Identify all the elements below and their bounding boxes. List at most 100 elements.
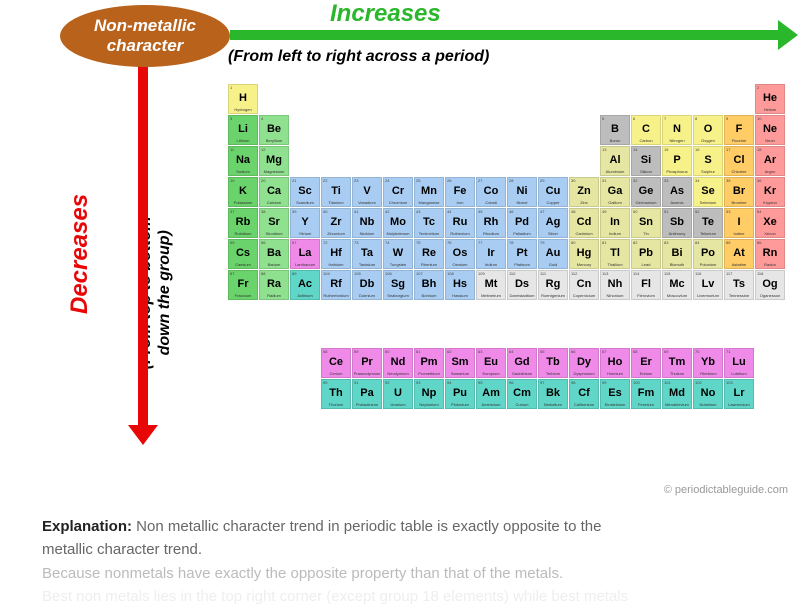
- element-Db: 105DbDubnium: [352, 270, 382, 300]
- element-Au: 79AuGold: [538, 239, 568, 269]
- element-Ce: 58CeCerium: [321, 348, 351, 378]
- element-Ds: 110DsDarmstadtium: [507, 270, 537, 300]
- element-Mc: 115McMoscovium: [662, 270, 692, 300]
- element-S: 16SSulphur: [693, 146, 723, 176]
- element-Pb: 82PbLead: [631, 239, 661, 269]
- vertical-arrow: [128, 65, 158, 445]
- element-Zn: 30ZnZinc: [569, 177, 599, 207]
- element-Ti: 22TiTitanium: [321, 177, 351, 207]
- element-Er: 68ErErbium: [631, 348, 661, 378]
- element-Xe: 54XeXenon: [755, 208, 785, 238]
- element-Cs: 55CsCaesium: [228, 239, 258, 269]
- element-Pm: 61PmPromethium: [414, 348, 444, 378]
- element-Rn: 86RnRadon: [755, 239, 785, 269]
- element-Cm: 96CmCurium: [507, 379, 537, 409]
- element-Ge: 32GeGermanium: [631, 177, 661, 207]
- element-As: 33AsArsenic: [662, 177, 692, 207]
- element-O: 8OOxygen: [693, 115, 723, 145]
- element-Cl: 17ClChlorine: [724, 146, 754, 176]
- element-Li: 3LiLithium: [228, 115, 258, 145]
- topic-badge: Non-metallic character: [60, 5, 230, 67]
- element-Bk: 97BkBerkelium: [538, 379, 568, 409]
- element-No: 102NoNobelium: [693, 379, 723, 409]
- element-Tb: 65TbTerbium: [538, 348, 568, 378]
- element-Os: 76OsOsmium: [445, 239, 475, 269]
- element-Ar: 18ArArgon: [755, 146, 785, 176]
- element-Yb: 70YbYtterbium: [693, 348, 723, 378]
- vertical-trend-label: Decreases: [66, 194, 94, 314]
- element-Np: 93NpNeptunium: [414, 379, 444, 409]
- element-Am: 95AmAmericium: [476, 379, 506, 409]
- element-Ho: 67HoHolmium: [600, 348, 630, 378]
- element-Zr: 40ZrZirconium: [321, 208, 351, 238]
- element-Nh: 113NhNihonium: [600, 270, 630, 300]
- element-Rh: 45RhRhodium: [476, 208, 506, 238]
- element-La: 57LaLanthanum: [290, 239, 320, 269]
- element-Ru: 44RuRuthenium: [445, 208, 475, 238]
- element-Si: 14SiSilicon: [631, 146, 661, 176]
- element-Lv: 116LvLivermorium: [693, 270, 723, 300]
- element-Rb: 37RbRubidium: [228, 208, 258, 238]
- element-Fl: 114FlFlerovium: [631, 270, 661, 300]
- element-Ts: 117TsTennessine: [724, 270, 754, 300]
- element-U: 92UUranium: [383, 379, 413, 409]
- element-P: 15PPhosphorus: [662, 146, 692, 176]
- element-I: 53IIodine: [724, 208, 754, 238]
- element-W: 74WTungsten: [383, 239, 413, 269]
- element-Br: 35BrBromine: [724, 177, 754, 207]
- element-Tm: 69TmThulium: [662, 348, 692, 378]
- element-Sr: 38SrStrontium: [259, 208, 289, 238]
- element-K: 19KPotassium: [228, 177, 258, 207]
- explanation-line1: Non metallic character trend in periodic…: [132, 518, 601, 535]
- element-Pa: 91PaProtactinium: [352, 379, 382, 409]
- element-Hf: 72HfHafnium: [321, 239, 351, 269]
- element-Cd: 48CdCadmium: [569, 208, 599, 238]
- element-Be: 4BeBeryllium: [259, 115, 289, 145]
- element-Sc: 21ScScandium: [290, 177, 320, 207]
- element-Y: 39YYttrium: [290, 208, 320, 238]
- element-N: 7NNitrogen: [662, 115, 692, 145]
- element-He: 2HeHelium: [755, 84, 785, 114]
- element-Na: 11NaSodium: [228, 146, 258, 176]
- element-H: 1HHydrogen: [228, 84, 258, 114]
- element-Bi: 83BiBismuth: [662, 239, 692, 269]
- explanation-line2: metallic character trend.: [42, 541, 202, 558]
- element-At: 85AtAstatine: [724, 239, 754, 269]
- element-Se: 34SeSelenium: [693, 177, 723, 207]
- element-Sb: 51SbAntimony: [662, 208, 692, 238]
- element-Fe: 26FeIron: [445, 177, 475, 207]
- element-In: 49InIndium: [600, 208, 630, 238]
- element-Hs: 108HsHassium: [445, 270, 475, 300]
- element-Pr: 59PrPraseodymium: [352, 348, 382, 378]
- element-Ba: 56BaBarium: [259, 239, 289, 269]
- element-Mo: 42MoMolybdenum: [383, 208, 413, 238]
- element-Kr: 36KrKrypton: [755, 177, 785, 207]
- element-Pu: 94PuPlutonium: [445, 379, 475, 409]
- element-F: 9FFluorine: [724, 115, 754, 145]
- element-Cn: 112CnCopernicium: [569, 270, 599, 300]
- element-Rf: 104RfRutherfordium: [321, 270, 351, 300]
- element-Al: 13AlAluminium: [600, 146, 630, 176]
- element-Ta: 73TaTantalum: [352, 239, 382, 269]
- element-Pd: 46PdPalladium: [507, 208, 537, 238]
- explanation-line4: Best non metals lies in the top right co…: [42, 588, 628, 605]
- element-Cr: 24CrChromium: [383, 177, 413, 207]
- element-Co: 27CoCobalt: [476, 177, 506, 207]
- explanation-lead: Explanation:: [42, 518, 132, 535]
- element-Sg: 106SgSeaborgium: [383, 270, 413, 300]
- explanation-text: Explanation: Non metallic character tren…: [42, 515, 760, 608]
- element-Lr: 103LrLawrencium: [724, 379, 754, 409]
- element-Tl: 81TlThallium: [600, 239, 630, 269]
- element-Sm: 62SmSamarium: [445, 348, 475, 378]
- horizontal-arrow: [230, 20, 798, 50]
- element-Ca: 20CaCalcium: [259, 177, 289, 207]
- element-Ag: 47AgSilver: [538, 208, 568, 238]
- horizontal-trend-sub: (From left to right across a period): [228, 48, 489, 66]
- element-Ni: 28NiNickel: [507, 177, 537, 207]
- element-Sn: 50SnTin: [631, 208, 661, 238]
- credit-text: © periodictableguide.com: [664, 484, 788, 496]
- element-B: 5BBoron: [600, 115, 630, 145]
- explanation-line3: Because nonmetals have exactly the oppos…: [42, 565, 563, 582]
- element-Pt: 78PtPlatinum: [507, 239, 537, 269]
- element-Th: 90ThThorium: [321, 379, 351, 409]
